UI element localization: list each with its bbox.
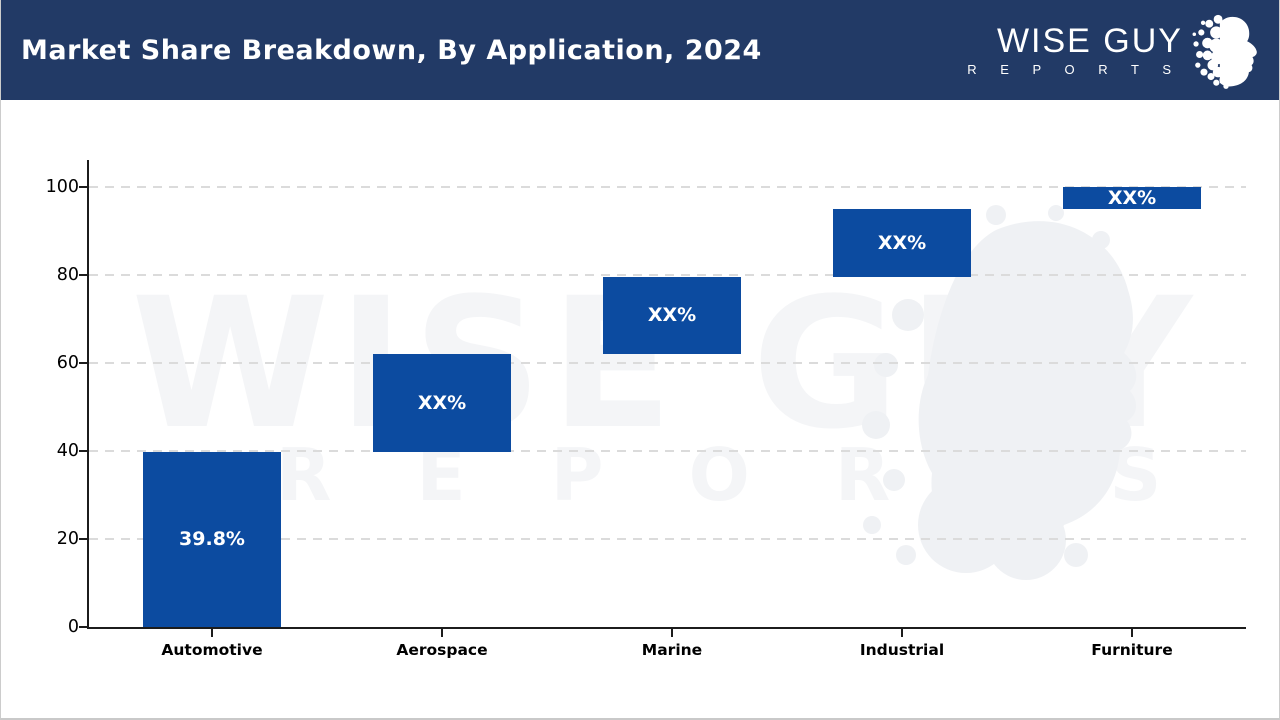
gridline-y20 [89, 538, 1246, 540]
wise-guy-reports-logo: WISE GUY R E P O R T S [967, 8, 1263, 94]
y-tick-60 [79, 362, 89, 364]
bar-automotive: 39.8% [143, 451, 281, 627]
header-bar: Market Share Breakdown, By Application, … [1, 0, 1279, 100]
x-tick-furniture [1131, 629, 1133, 637]
x-tick-aerospace [441, 629, 443, 637]
gridline-y60 [89, 362, 1246, 364]
y-tick-20 [79, 538, 89, 540]
x-tick-industrial [901, 629, 903, 637]
y-tick-80 [79, 274, 89, 276]
x-axis [87, 627, 1246, 629]
bar-value-label-industrial: XX% [877, 231, 927, 254]
bar-aerospace: XX% [373, 354, 511, 452]
chart-title: Market Share Breakdown, By Application, … [21, 34, 762, 66]
bar-value-label-marine: XX% [647, 304, 697, 327]
watermark-head-profile-icon [862, 205, 1137, 580]
gridline-y40 [89, 450, 1246, 452]
bar-value-label-furniture: XX% [1107, 187, 1157, 209]
y-axis [87, 160, 89, 629]
logo-dotted-head-icon [1192, 14, 1257, 89]
bar-value-label-aerospace: XX% [417, 392, 467, 415]
y-tick-label-0: 0 [67, 617, 79, 637]
y-tick-label-100: 100 [45, 177, 79, 197]
gridline-y100 [89, 186, 1246, 188]
bar-marine: XX% [603, 276, 741, 355]
x-tick-automotive [211, 629, 213, 637]
bar-furniture: XX% [1063, 187, 1201, 209]
x-tick-marine [671, 629, 673, 637]
gridline-y80 [89, 274, 1246, 276]
y-tick-label-20: 20 [56, 529, 79, 549]
logo-wiseguy-label: WISE GUY [996, 22, 1183, 60]
y-tick-label-60: 60 [56, 353, 79, 373]
bar-value-label-automotive: 39.8% [179, 528, 245, 551]
bar-industrial: XX% [833, 209, 971, 277]
x-tick-label-aerospace: Aerospace [396, 641, 488, 659]
y-tick-0 [79, 626, 89, 628]
logo-text: WISE GUY R E P O R T S [967, 23, 1183, 79]
x-tick-label-industrial: Industrial [859, 641, 945, 659]
x-tick-label-automotive: Automotive [161, 641, 263, 659]
y-tick-label-80: 80 [56, 265, 79, 285]
y-tick-label-40: 40 [56, 441, 79, 461]
y-tick-40 [79, 450, 89, 452]
logo-reports-label: R E P O R T S [967, 62, 1181, 77]
x-tick-label-marine: Marine [641, 641, 703, 659]
y-tick-100 [79, 186, 89, 188]
x-tick-label-furniture: Furniture [1091, 641, 1173, 659]
